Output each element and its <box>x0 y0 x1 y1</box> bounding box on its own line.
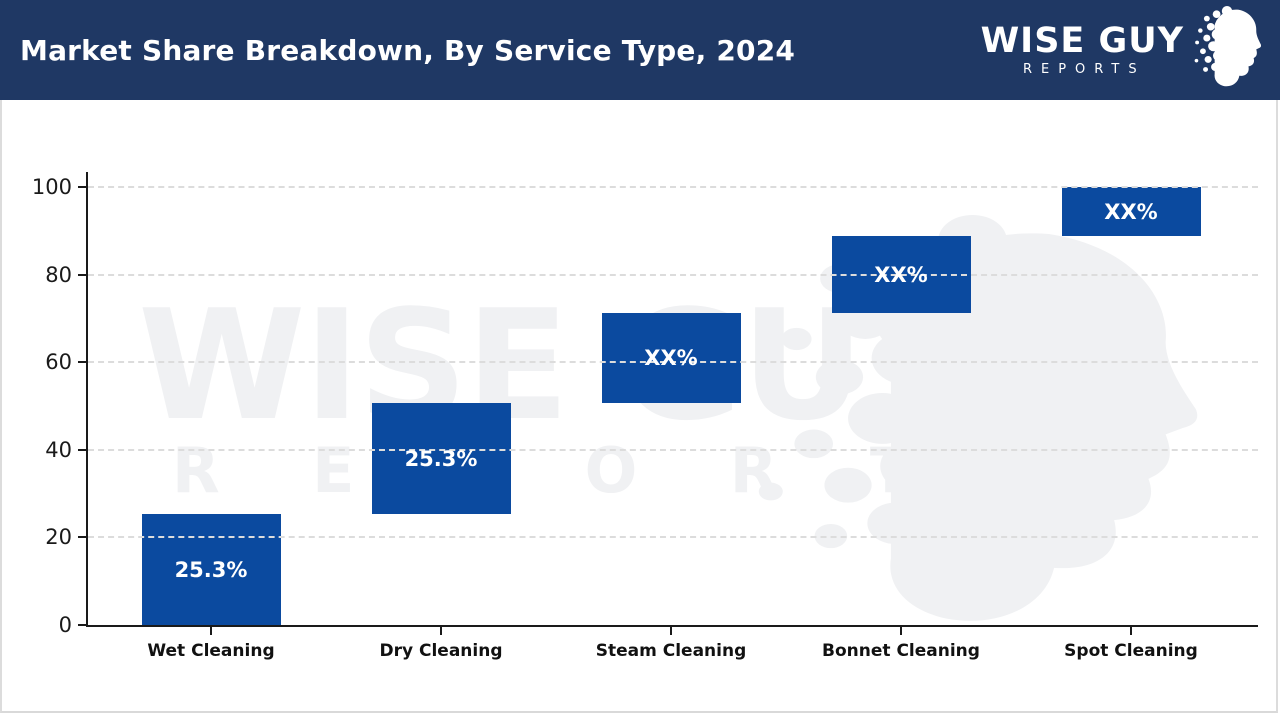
y-tick-label-80: 80 <box>45 262 72 287</box>
logo-brand-text: WISE GUY <box>980 20 1184 61</box>
x-axis-label-spot-cleaning: Spot Cleaning <box>1064 641 1198 661</box>
x-tick-mark-spot-cleaning <box>1130 627 1132 635</box>
x-axis-label-wet-cleaning: Wet Cleaning <box>147 641 275 661</box>
y-tick-mark-80 <box>78 273 86 276</box>
chart-canvas: WISE GUY R E P O R T S 25.3% 25.3% XX% XX% X… <box>0 100 1280 720</box>
bar-value-label-wet-cleaning: 25.3% <box>174 557 248 582</box>
bar-value-label-steam-cleaning: XX% <box>644 346 698 371</box>
chart-title: Market Share Breakdown, By Service Type,… <box>20 33 796 67</box>
y-tick-mark-40 <box>78 448 86 451</box>
gridline-20 <box>88 536 1258 539</box>
y-tick-label-100: 100 <box>31 175 72 199</box>
y-tick-label-0: 0 <box>58 613 72 637</box>
x-axis-label-dry-cleaning: Dry Cleaning <box>379 641 503 661</box>
bar-value-label-dry-cleaning: 25.3% <box>404 446 478 471</box>
y-tick-mark-20 <box>78 536 86 539</box>
logo-text-block: WISE GUY REPORTS <box>980 20 1184 77</box>
bar-value-label-spot-cleaning: XX% <box>1104 199 1158 224</box>
y-tick-label-20: 20 <box>45 525 72 550</box>
bar-wet-cleaning <box>141 514 281 625</box>
x-axis-line <box>86 625 1258 627</box>
x-axis-label-bonnet-cleaning: Bonnet Cleaning <box>822 641 980 661</box>
x-tick-mark-dry-cleaning <box>440 627 442 635</box>
x-tick-mark-steam-cleaning <box>670 627 672 635</box>
y-tick-mark-0 <box>78 624 86 626</box>
header-bar: Market Share Breakdown, By Service Type,… <box>0 0 1280 100</box>
gridline-60 <box>88 361 1258 364</box>
x-tick-mark-wet-cleaning <box>210 627 212 635</box>
wise-guy-logo: WISE GUY REPORTS <box>981 6 1266 94</box>
bar-spot-cleaning <box>1061 187 1201 237</box>
x-axis-label-steam-cleaning: Steam Cleaning <box>595 641 747 661</box>
bar-steam-cleaning <box>601 313 741 404</box>
y-tick-label-60: 60 <box>45 350 72 375</box>
x-tick-mark-bonnet-cleaning <box>900 627 902 635</box>
gridline-40 <box>88 448 1258 451</box>
gridline-100 <box>88 186 1258 188</box>
logo-sub-text: REPORTS <box>1022 61 1146 77</box>
y-axis-line <box>86 172 88 627</box>
bar-value-label-bonnet-cleaning: XX% <box>874 262 928 287</box>
gridline-80 <box>88 273 1258 276</box>
bar-dry-cleaning <box>371 403 511 515</box>
y-tick-mark-100 <box>78 186 86 188</box>
y-tick-label-40: 40 <box>45 437 72 462</box>
y-tick-mark-60 <box>78 361 86 364</box>
